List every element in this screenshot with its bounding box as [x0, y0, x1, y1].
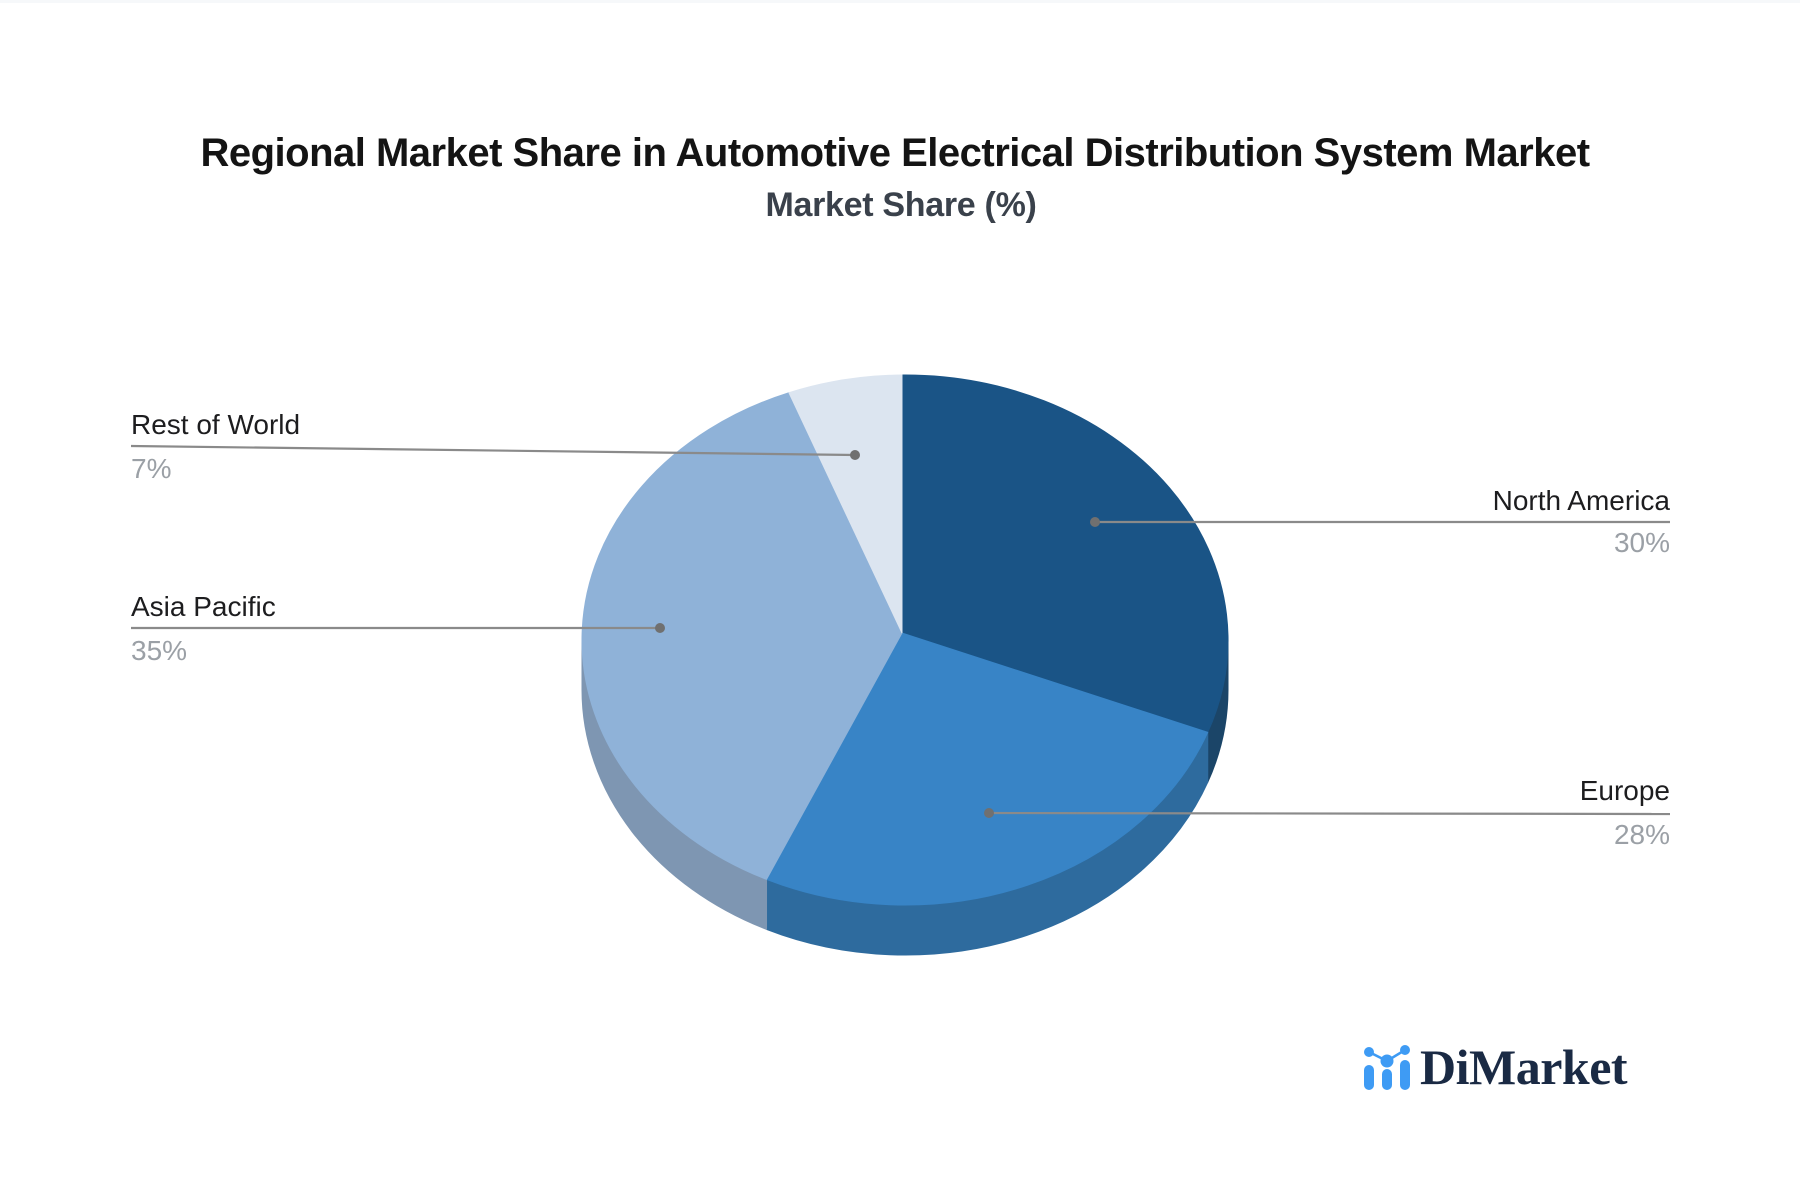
slice-value-north-america: 30% [1613, 527, 1670, 558]
slice-label-name: Asia Pacific [131, 591, 276, 622]
slice-value-asia-pacific: 35% [131, 635, 188, 666]
leader-line-rest-of-world [130, 444, 856, 457]
slice-label-rest-of-world: Rest of World [131, 409, 301, 440]
slice-label-europe: Europe [1579, 775, 1670, 806]
slice-value-rest-of-world: 7% [131, 453, 172, 484]
brand-logo: DiMarket [1363, 1039, 1628, 1095]
slice-label-name: Europe [1579, 775, 1670, 806]
slice-label-value: 7% [131, 453, 172, 484]
slice-label-name: North America [1492, 485, 1670, 516]
slice-label-value: 30% [1613, 527, 1670, 558]
label-dot-europe [984, 808, 994, 818]
chart-subtitle: Market Share (%) [765, 186, 1037, 224]
pie-slice-north-america[interactable] [901, 374, 1229, 733]
page-top-border [0, 0, 1800, 3]
slice-label-name: Rest of World [131, 409, 301, 440]
pie-slice-europe[interactable] [765, 632, 1209, 906]
slice-label-north-america: North America [1492, 485, 1670, 516]
slice-value-europe: 28% [1613, 819, 1670, 850]
slice-label-asia-pacific: Asia Pacific [131, 591, 276, 622]
label-dot-north-america [1090, 517, 1100, 527]
brand-name: DiMarket [1420, 1039, 1628, 1095]
leader-line-europe [988, 811, 1671, 816]
chart-title: Regional Market Share in Automotive Elec… [200, 131, 1590, 175]
label-dot-rest-of-world [850, 450, 860, 460]
dimarket-logo-icon [1364, 1045, 1410, 1090]
pie-slice-asia-pacific[interactable] [581, 392, 903, 881]
label-dot-asia-pacific [655, 623, 665, 633]
pie-slice-rest-of-world[interactable] [788, 374, 903, 634]
slice-label-value: 28% [1613, 819, 1670, 850]
slice-label-value: 35% [131, 635, 188, 666]
